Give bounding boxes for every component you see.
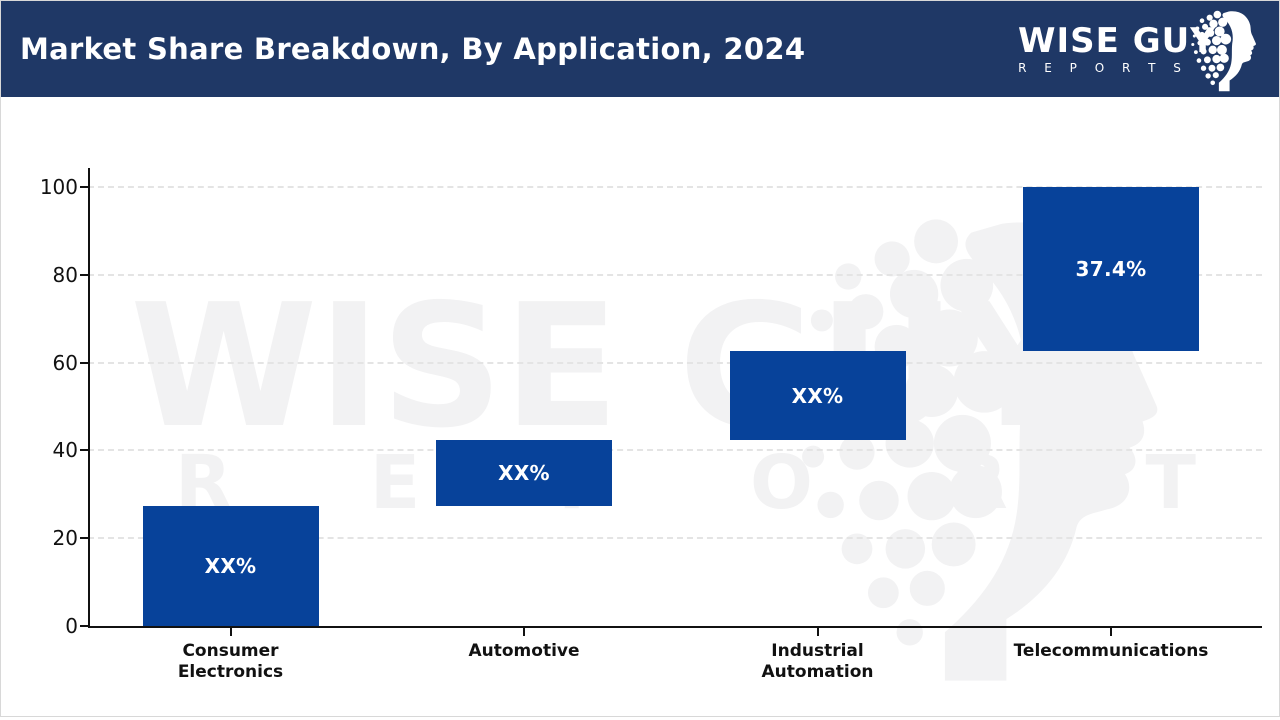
logo-wordmark: WISE GUY bbox=[1018, 21, 1216, 61]
x-category-label: Consumer Electronics bbox=[177, 641, 284, 682]
bar-segment: XX% bbox=[436, 440, 612, 507]
y-tick-mark bbox=[80, 449, 88, 452]
bar-value-label: XX% bbox=[498, 461, 550, 486]
logo-subtitle: R E P O R T S bbox=[1018, 61, 1188, 75]
bar-value-label: XX% bbox=[791, 383, 844, 408]
y-tick-mark bbox=[80, 625, 88, 627]
bar-value-label: 37.4% bbox=[1075, 257, 1147, 282]
logo-dotted-head-icon bbox=[1191, 10, 1256, 92]
bar-segment: 37.4% bbox=[1023, 187, 1199, 352]
y-tick-mark bbox=[80, 361, 88, 364]
y-gridline bbox=[88, 186, 1262, 188]
y-axis-line bbox=[88, 168, 90, 628]
y-tick-label: 60 bbox=[52, 350, 78, 375]
y-tick-mark bbox=[80, 537, 88, 540]
y-tick-label: 100 bbox=[39, 175, 78, 199]
header-bar: Market Share Breakdown, By Application, … bbox=[0, 0, 1280, 97]
y-tick-label: 0 bbox=[65, 614, 78, 638]
y-tick-label: 80 bbox=[52, 262, 78, 287]
bar-segment: XX% bbox=[142, 506, 319, 626]
page-title: Market Share Breakdown, By Application, … bbox=[20, 31, 806, 66]
bar-segment: XX% bbox=[729, 351, 906, 441]
x-tick-mark bbox=[523, 628, 525, 636]
y-gridline bbox=[88, 273, 1262, 276]
brand-logo: WISE GUY R E P O R T S bbox=[1018, 8, 1258, 92]
y-tick-mark bbox=[80, 273, 88, 276]
y-gridline bbox=[88, 537, 1262, 540]
x-tick-mark bbox=[816, 628, 819, 636]
x-category-label: Industrial Automation bbox=[761, 641, 874, 682]
x-category-label: Automotive bbox=[468, 641, 580, 661]
y-tick-label: 20 bbox=[52, 526, 78, 551]
x-tick-mark bbox=[229, 628, 232, 636]
y-gridline bbox=[88, 361, 1262, 364]
y-gridline bbox=[88, 449, 1262, 452]
y-tick-mark bbox=[80, 186, 88, 188]
x-axis-line bbox=[88, 626, 1262, 628]
y-tick-label: 40 bbox=[52, 438, 78, 463]
bar-value-label: XX% bbox=[204, 554, 257, 579]
